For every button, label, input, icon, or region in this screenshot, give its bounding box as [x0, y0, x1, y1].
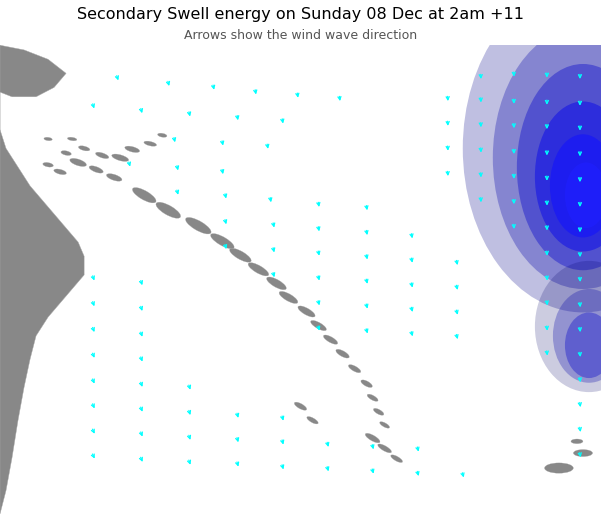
Ellipse shape	[298, 306, 315, 317]
Ellipse shape	[186, 217, 211, 234]
Ellipse shape	[279, 291, 298, 303]
Ellipse shape	[535, 101, 601, 251]
Ellipse shape	[157, 133, 167, 137]
Ellipse shape	[571, 439, 583, 444]
Ellipse shape	[545, 463, 573, 473]
Ellipse shape	[44, 137, 52, 141]
Ellipse shape	[294, 402, 307, 410]
Ellipse shape	[365, 433, 380, 443]
Ellipse shape	[535, 261, 601, 392]
Ellipse shape	[463, 0, 601, 313]
Ellipse shape	[112, 154, 129, 161]
Ellipse shape	[373, 408, 384, 415]
Ellipse shape	[307, 416, 318, 424]
Ellipse shape	[349, 364, 361, 373]
Polygon shape	[0, 45, 66, 97]
Ellipse shape	[106, 174, 122, 181]
Ellipse shape	[89, 166, 103, 173]
Ellipse shape	[43, 162, 53, 167]
Ellipse shape	[156, 202, 181, 218]
Ellipse shape	[311, 320, 326, 331]
Ellipse shape	[67, 137, 77, 141]
Ellipse shape	[267, 277, 286, 290]
Ellipse shape	[336, 350, 349, 358]
Ellipse shape	[550, 134, 601, 237]
Ellipse shape	[54, 169, 66, 175]
Ellipse shape	[210, 233, 234, 249]
Text: Arrows show the wind wave direction: Arrows show the wind wave direction	[184, 29, 417, 42]
Ellipse shape	[391, 455, 403, 463]
Ellipse shape	[70, 158, 87, 167]
Polygon shape	[0, 45, 84, 514]
Ellipse shape	[565, 313, 601, 378]
Ellipse shape	[248, 263, 269, 276]
Ellipse shape	[96, 152, 109, 159]
Ellipse shape	[361, 380, 373, 388]
Ellipse shape	[367, 394, 378, 401]
Ellipse shape	[78, 146, 90, 151]
Ellipse shape	[132, 188, 156, 203]
Ellipse shape	[553, 289, 601, 383]
Ellipse shape	[378, 444, 391, 453]
Ellipse shape	[230, 248, 251, 262]
Ellipse shape	[144, 141, 157, 146]
Ellipse shape	[565, 162, 601, 228]
Ellipse shape	[573, 450, 593, 456]
Ellipse shape	[323, 335, 338, 344]
Ellipse shape	[517, 64, 601, 270]
Text: Secondary Swell energy on Sunday 08 Dec at 2am +11: Secondary Swell energy on Sunday 08 Dec …	[77, 7, 524, 22]
Ellipse shape	[125, 146, 139, 153]
Ellipse shape	[61, 151, 72, 155]
Ellipse shape	[493, 27, 601, 289]
Ellipse shape	[380, 421, 389, 428]
